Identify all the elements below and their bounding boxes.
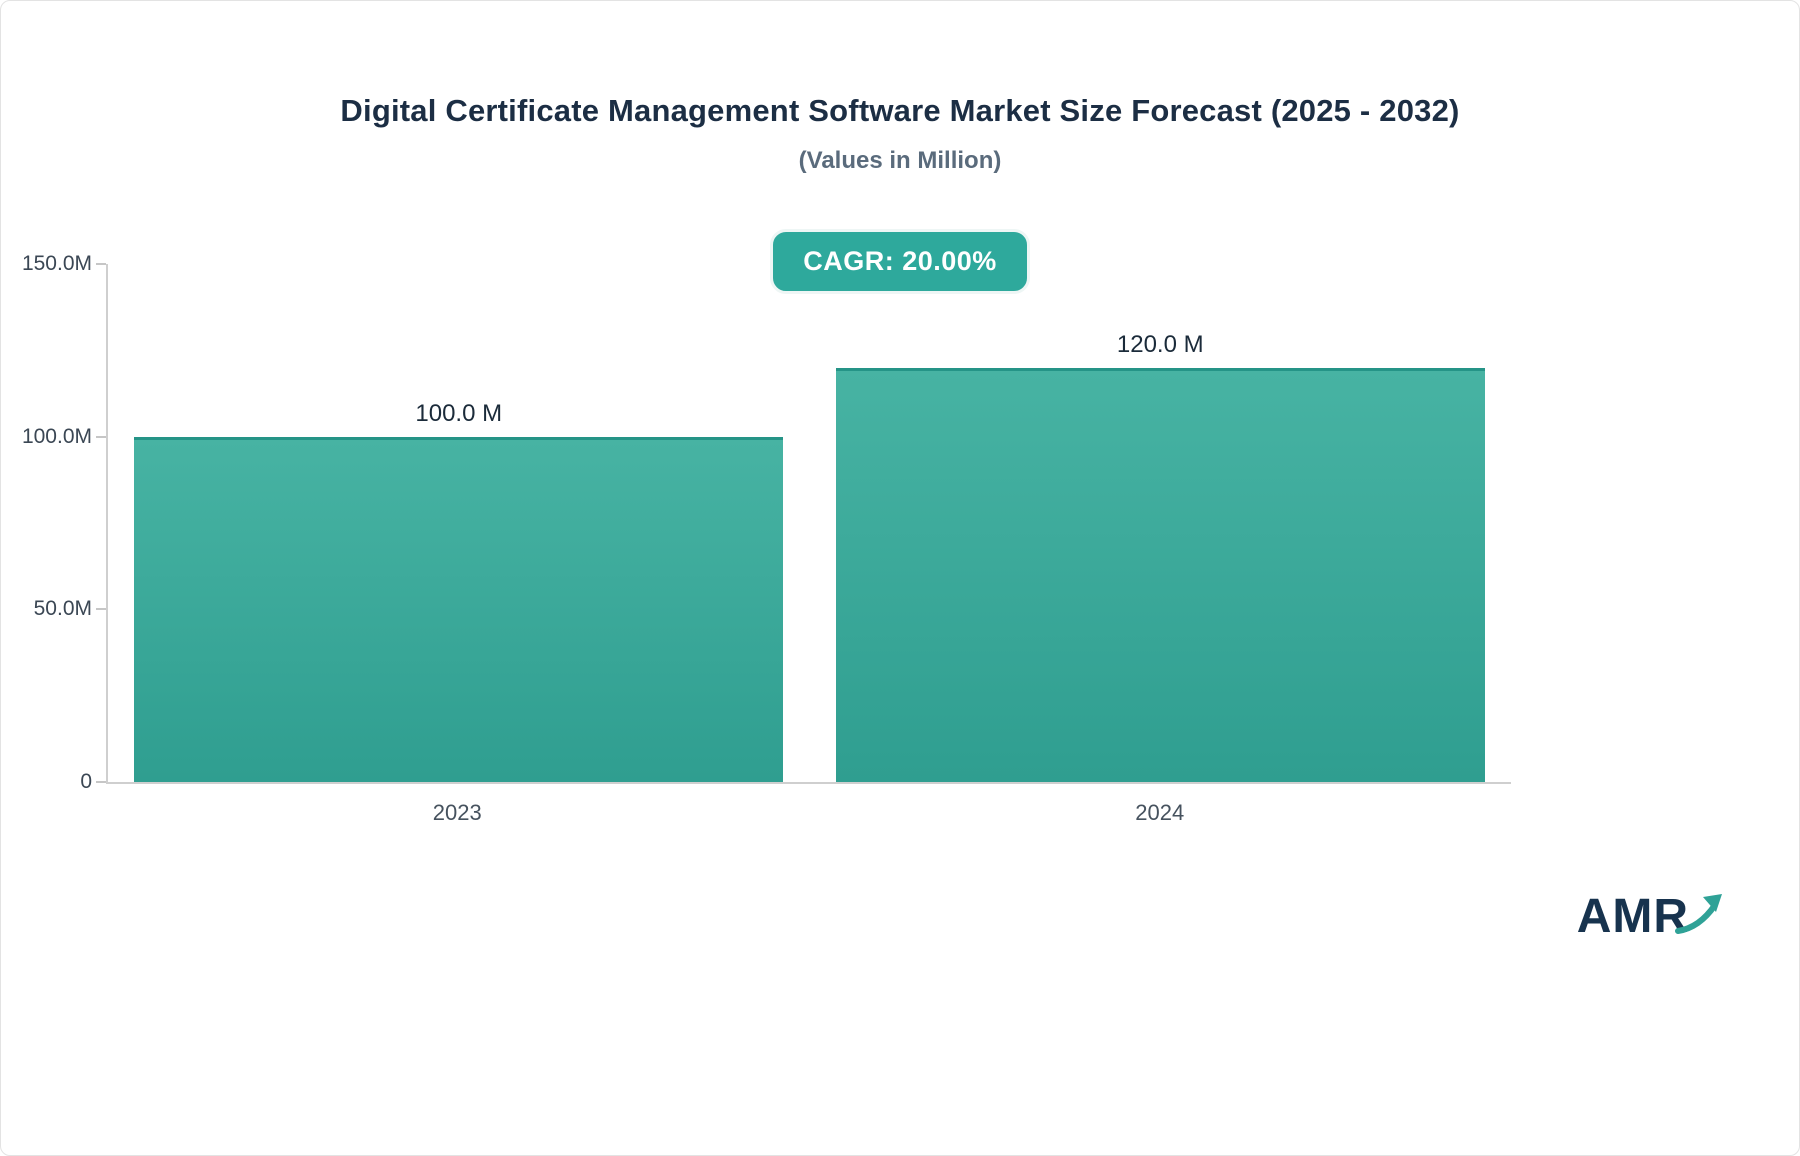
y-tick-mark <box>96 781 106 783</box>
x-axis-label: 2024 <box>1135 800 1185 825</box>
bar-group: 120.0 M <box>810 264 1512 782</box>
growth-arrow-icon <box>1675 893 1722 934</box>
y-tick-label: 50.0M <box>33 597 92 621</box>
y-tick-mark <box>96 263 106 265</box>
y-tick-mark <box>96 608 106 611</box>
amr-logo-text: AMR <box>1576 890 1689 943</box>
y-tick-label: 100.0M <box>21 424 92 448</box>
bar <box>134 436 784 782</box>
chart-subtitle: (Values in Million) <box>798 147 1002 174</box>
x-axis-label: 2023 <box>432 800 482 825</box>
bar-value-label: 100.0 M <box>415 399 503 427</box>
bar <box>835 367 1485 782</box>
y-tick-mark <box>96 435 106 438</box>
y-tick-label: 150.0M <box>21 252 92 275</box>
bar-value-label: 120.0 M <box>1116 330 1204 358</box>
plot-area: 100.0 M 120.0 M 150.0M 100.0M 50.0M 0 <box>22 252 1512 793</box>
bar-group: 100.0 M <box>108 264 810 782</box>
cagr-badge: CAGR: 20.00% <box>770 229 1030 294</box>
chart-title: Digital Certificate Management Software … <box>340 93 1460 128</box>
y-tick-label: 0 <box>80 770 92 793</box>
cagr-badge-row: CAGR: 20.00% <box>1 229 1799 294</box>
amr-logo: AMR <box>1577 889 1725 944</box>
chart-area: 100.0 M 120.0 M 150.0M 100.0M 50.0M 0 2023 202… <box>22 252 1512 826</box>
x-axis-labels: 2023 2024 <box>106 800 1511 826</box>
